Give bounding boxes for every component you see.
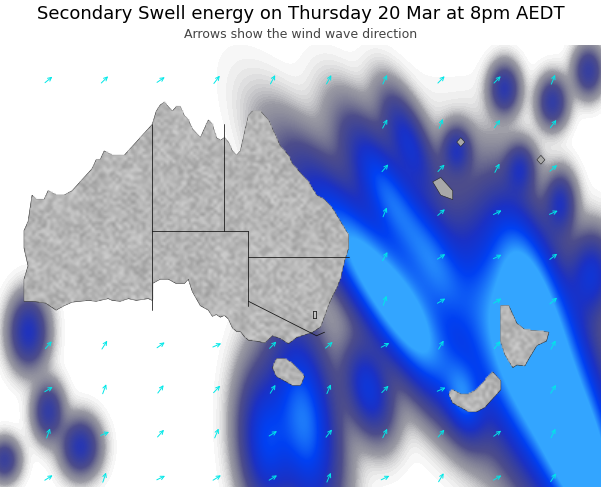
Polygon shape [24, 102, 349, 344]
Text: Arrows show the wind wave direction: Arrows show the wind wave direction [184, 28, 417, 41]
Text: Secondary Swell energy on Thursday 20 Mar at 8pm AEDT: Secondary Swell energy on Thursday 20 Ma… [37, 5, 564, 23]
Polygon shape [433, 177, 453, 200]
Polygon shape [457, 138, 465, 147]
Polygon shape [272, 359, 305, 385]
Polygon shape [449, 372, 501, 412]
Polygon shape [501, 306, 549, 368]
Polygon shape [537, 155, 545, 164]
